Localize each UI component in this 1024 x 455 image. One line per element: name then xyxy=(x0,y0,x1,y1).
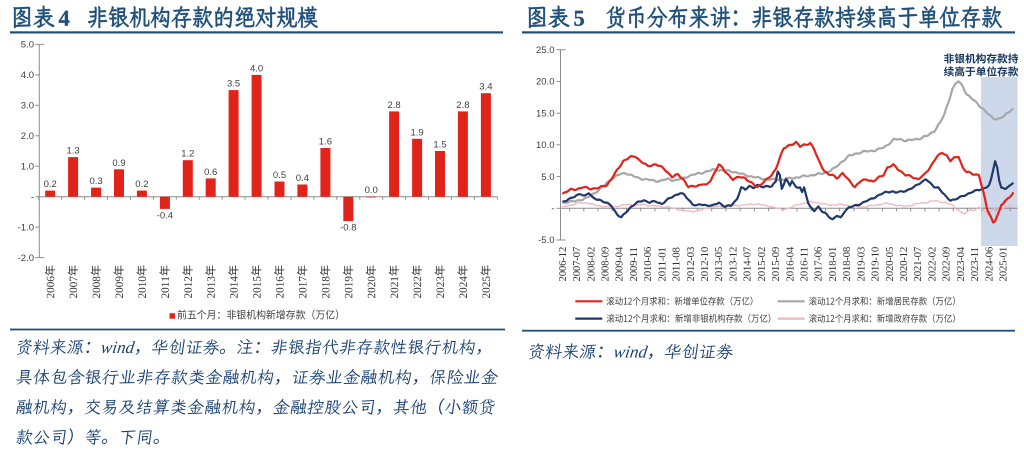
svg-text:2020-05: 2020-05 xyxy=(884,246,896,281)
svg-text:0.4: 0.4 xyxy=(296,173,309,184)
svg-text:2012-03: 2012-03 xyxy=(685,246,697,281)
svg-text:3.4: 3.4 xyxy=(479,82,492,93)
svg-text:0.3: 0.3 xyxy=(89,176,102,187)
svg-text:2025-01: 2025-01 xyxy=(998,247,1010,282)
svg-text:2011-08: 2011-08 xyxy=(671,247,683,282)
svg-text:2017-06: 2017-06 xyxy=(813,246,825,281)
svg-text:2020-12: 2020-12 xyxy=(898,247,910,282)
svg-text:-1.0: -1.0 xyxy=(18,222,34,233)
svg-text:2010-06: 2010-06 xyxy=(642,246,654,281)
svg-text:-5.0: -5.0 xyxy=(538,235,554,246)
svg-text:1.2: 1.2 xyxy=(181,149,194,160)
svg-text:2.8: 2.8 xyxy=(387,100,400,111)
svg-text:2015-02: 2015-02 xyxy=(756,247,768,282)
svg-text:2.8: 2.8 xyxy=(456,100,469,111)
svg-text:2013-05: 2013-05 xyxy=(713,246,725,281)
svg-text:2007-07: 2007-07 xyxy=(571,246,583,281)
svg-text:1.5: 1.5 xyxy=(433,140,446,151)
svg-text:1.3: 1.3 xyxy=(66,146,79,157)
svg-text:0.5: 0.5 xyxy=(273,170,286,181)
svg-text:2014-07: 2014-07 xyxy=(742,246,754,281)
svg-text:2009-04: 2009-04 xyxy=(614,246,626,281)
svg-text:2013-12: 2013-12 xyxy=(727,247,739,282)
svg-text:2015-09: 2015-09 xyxy=(770,247,782,282)
svg-text:2021-07: 2021-07 xyxy=(912,246,924,281)
svg-text:15.0: 15.0 xyxy=(536,108,555,119)
svg-text:25.0: 25.0 xyxy=(536,45,555,56)
svg-text:2022-09: 2022-09 xyxy=(941,247,953,282)
svg-text:2018-08: 2018-08 xyxy=(841,246,853,281)
svg-text:1.9: 1.9 xyxy=(410,127,423,138)
svg-text:5.0: 5.0 xyxy=(541,172,554,183)
svg-text:4.0: 4.0 xyxy=(250,63,263,74)
svg-text:0.9: 0.9 xyxy=(112,158,125,169)
svg-text:2023-11: 2023-11 xyxy=(969,247,981,281)
svg-text:2006-12: 2006-12 xyxy=(557,247,569,282)
svg-text:3.5: 3.5 xyxy=(227,79,240,90)
svg-text:2011-01: 2011-01 xyxy=(656,247,668,281)
svg-text:0.0: 0.0 xyxy=(365,185,378,196)
svg-text:2008-02: 2008-02 xyxy=(585,247,597,282)
svg-text:2018-01: 2018-01 xyxy=(827,247,839,282)
svg-text:20.0: 20.0 xyxy=(536,77,555,88)
svg-text:2023-04: 2023-04 xyxy=(955,246,967,281)
svg-text:2.0: 2.0 xyxy=(21,131,34,142)
svg-text:-2.0: -2.0 xyxy=(18,253,34,264)
svg-text:-: - xyxy=(31,192,34,203)
svg-text:-0.8: -0.8 xyxy=(340,223,356,234)
svg-text:-: - xyxy=(551,204,554,215)
svg-text:10.0: 10.0 xyxy=(536,140,555,151)
svg-text:0.2: 0.2 xyxy=(135,179,148,190)
svg-text:3.0: 3.0 xyxy=(21,101,34,112)
svg-text:-0.4: -0.4 xyxy=(157,210,173,221)
svg-text:2019-10: 2019-10 xyxy=(870,246,882,281)
svg-text:2012-10: 2012-10 xyxy=(699,246,711,281)
svg-text:2016-04: 2016-04 xyxy=(784,246,796,281)
svg-text:2016-11: 2016-11 xyxy=(799,247,811,281)
svg-text:2009-11: 2009-11 xyxy=(628,247,640,281)
svg-text:4.0: 4.0 xyxy=(21,70,34,81)
svg-text:1.6: 1.6 xyxy=(319,137,332,148)
svg-text:1.0: 1.0 xyxy=(21,161,34,172)
svg-text:0.2: 0.2 xyxy=(44,179,57,190)
svg-text:2019-03: 2019-03 xyxy=(855,246,867,281)
svg-text:5.0: 5.0 xyxy=(21,40,34,51)
svg-text:2024-06: 2024-06 xyxy=(983,246,995,281)
svg-text:2022-02: 2022-02 xyxy=(926,247,938,282)
svg-text:2008-09: 2008-09 xyxy=(600,247,612,282)
svg-text:0.6: 0.6 xyxy=(204,167,217,178)
